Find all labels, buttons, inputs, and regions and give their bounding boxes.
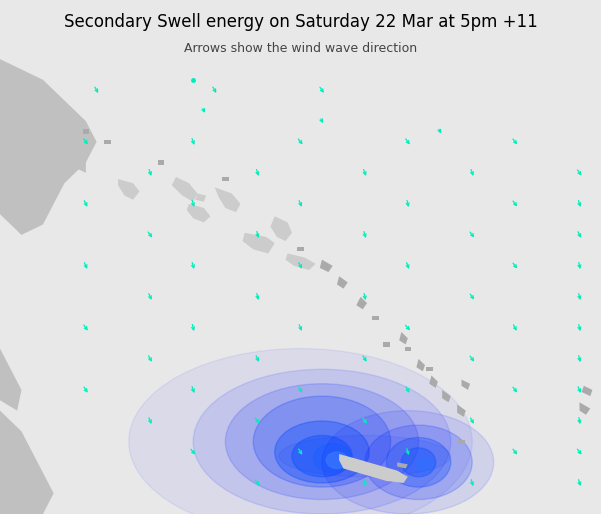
Polygon shape bbox=[458, 439, 465, 444]
Ellipse shape bbox=[326, 452, 348, 469]
Ellipse shape bbox=[225, 384, 418, 500]
Polygon shape bbox=[416, 359, 425, 371]
Polygon shape bbox=[243, 233, 275, 253]
Ellipse shape bbox=[193, 369, 451, 514]
Polygon shape bbox=[339, 454, 408, 483]
Polygon shape bbox=[579, 402, 590, 415]
Polygon shape bbox=[582, 386, 593, 396]
Polygon shape bbox=[172, 177, 198, 202]
Polygon shape bbox=[383, 342, 389, 346]
Polygon shape bbox=[104, 140, 111, 144]
Ellipse shape bbox=[279, 435, 451, 477]
Polygon shape bbox=[426, 367, 433, 371]
Polygon shape bbox=[0, 348, 22, 411]
Ellipse shape bbox=[322, 411, 493, 514]
Ellipse shape bbox=[275, 421, 369, 483]
Polygon shape bbox=[442, 390, 451, 402]
Ellipse shape bbox=[416, 457, 433, 472]
Ellipse shape bbox=[401, 448, 436, 477]
Polygon shape bbox=[157, 160, 164, 164]
Polygon shape bbox=[82, 130, 89, 134]
Polygon shape bbox=[0, 411, 53, 514]
Polygon shape bbox=[270, 216, 292, 241]
Polygon shape bbox=[297, 247, 304, 251]
Polygon shape bbox=[356, 297, 367, 309]
Ellipse shape bbox=[386, 437, 451, 487]
Polygon shape bbox=[373, 316, 379, 320]
Polygon shape bbox=[0, 100, 32, 132]
Polygon shape bbox=[429, 375, 438, 388]
Polygon shape bbox=[187, 204, 210, 223]
Polygon shape bbox=[53, 142, 86, 173]
Polygon shape bbox=[215, 187, 240, 212]
Polygon shape bbox=[397, 462, 408, 469]
Polygon shape bbox=[0, 59, 97, 235]
Ellipse shape bbox=[313, 444, 352, 473]
Polygon shape bbox=[337, 276, 348, 289]
Polygon shape bbox=[462, 380, 470, 390]
Text: Secondary Swell energy on Saturday 22 Mar at 5pm +11: Secondary Swell energy on Saturday 22 Ma… bbox=[64, 13, 537, 31]
Ellipse shape bbox=[253, 396, 391, 487]
Text: Arrows show the wind wave direction: Arrows show the wind wave direction bbox=[184, 42, 417, 55]
Ellipse shape bbox=[365, 425, 472, 500]
Polygon shape bbox=[118, 179, 139, 200]
Polygon shape bbox=[285, 253, 316, 270]
Polygon shape bbox=[457, 405, 466, 417]
Polygon shape bbox=[399, 332, 408, 344]
Polygon shape bbox=[195, 193, 206, 202]
Ellipse shape bbox=[129, 348, 472, 514]
Polygon shape bbox=[222, 177, 228, 181]
Polygon shape bbox=[320, 260, 333, 272]
Ellipse shape bbox=[292, 435, 352, 477]
Polygon shape bbox=[404, 346, 411, 351]
